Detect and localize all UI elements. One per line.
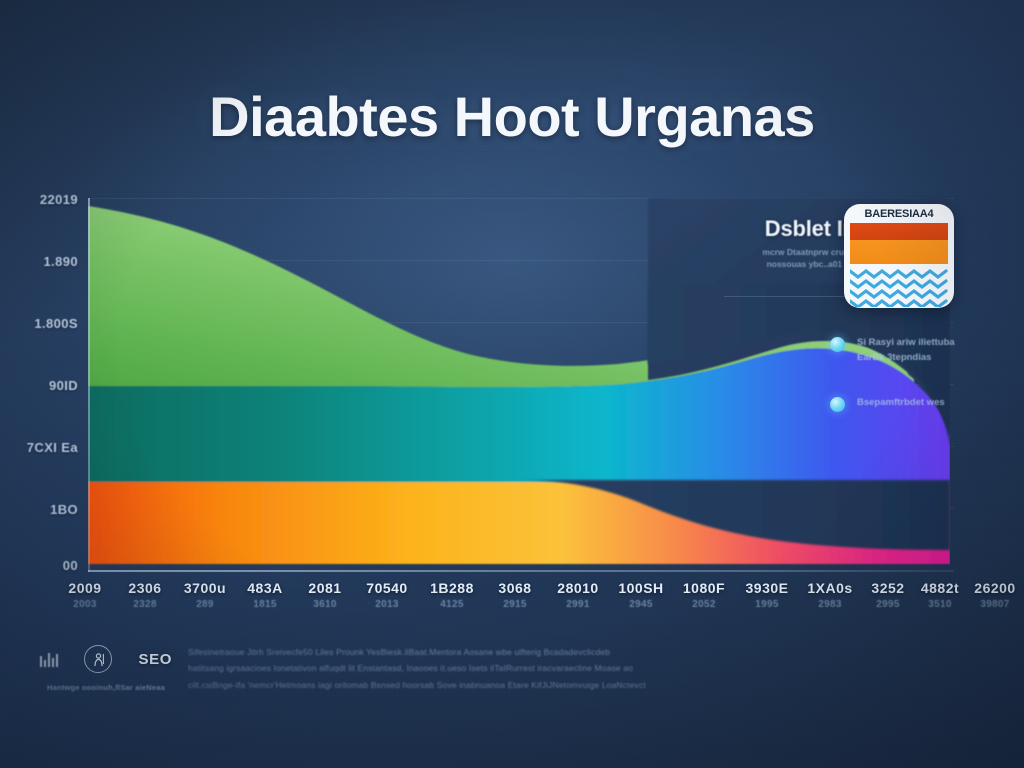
x-tick-sub: 39807 <box>974 599 1015 610</box>
chart-legend: Dsblet Im mcrw Dtaatnprw cruaaor nossoua… <box>718 200 970 320</box>
x-tick-label: 2009 2003 <box>68 580 101 610</box>
x-tick-main: 4882t <box>921 580 959 596</box>
x-tick-label: 3930E 1995 <box>746 580 789 610</box>
x-tick-label: 1XA0s 2983 <box>807 580 852 610</box>
badge-bar-primary <box>850 223 948 240</box>
x-tick-main: 3068 <box>498 580 531 596</box>
legend-item[interactable]: Bsepamftrbdet wes <box>830 396 1000 412</box>
x-tick-main: 1080F <box>683 580 725 596</box>
x-tick-label: 26200 39807 <box>974 580 1015 610</box>
footer-tag-label: SEO <box>139 651 172 668</box>
x-tick-label: 2306 2328 <box>128 580 161 610</box>
footer-branding: SEO Hantwge oooinuh,flSar aieNeaa <box>36 642 176 692</box>
gridline <box>88 260 954 261</box>
x-tick-main: 100SH <box>618 580 663 596</box>
x-tick-main: 26200 <box>974 580 1015 596</box>
x-axis-labels: 2009 2003 2306 2328 3700u 289 483A 1815 … <box>40 580 1015 624</box>
x-tick-sub: 3610 <box>308 599 341 610</box>
x-tick-main: 483A <box>247 580 282 596</box>
y-tick-label: 7CXI Ea <box>27 440 78 455</box>
x-tick-main: 1B288 <box>430 580 474 596</box>
badge-wave-pattern <box>850 267 948 307</box>
x-tick-sub: 2991 <box>557 599 598 610</box>
x-tick-sub: 2945 <box>618 599 663 610</box>
chart-taper-overlay <box>518 284 950 550</box>
y-axis-line <box>88 198 90 572</box>
x-tick-main: 70540 <box>366 580 407 596</box>
legend-dot-icon <box>830 397 845 412</box>
y-tick-label: 1BO <box>50 502 78 517</box>
x-tick-label: 483A 1815 <box>247 580 282 610</box>
legend-divider <box>724 296 852 297</box>
badge-bar-secondary <box>850 240 948 264</box>
wave-icon <box>850 269 948 307</box>
legend-item-label: Si Rasyi ariw iliettuba EarBk 3tepndias <box>857 336 955 365</box>
x-tick-label: 28010 2991 <box>557 580 598 610</box>
info-badge[interactable]: BAERESIAA4 <box>844 204 954 308</box>
gridline <box>88 322 954 323</box>
footer-body: Sifesinetraoue Jitrh Sreivecfe50 Liles P… <box>188 644 988 693</box>
bar-chart-icon <box>40 651 58 667</box>
x-tick-sub: 2915 <box>498 599 531 610</box>
x-tick-main: 28010 <box>557 580 598 596</box>
medical-seal-icon <box>84 645 113 673</box>
y-tick-label: 1.890 <box>43 254 78 269</box>
x-tick-label: 4882t 3510 <box>921 580 959 610</box>
footer-icon-row: SEO <box>36 642 176 676</box>
x-tick-main: 3252 <box>871 580 904 596</box>
x-tick-main: 3930E <box>746 580 789 596</box>
x-tick-label: 2081 3610 <box>308 580 341 610</box>
x-tick-sub: 2013 <box>366 599 407 610</box>
x-tick-sub: 2995 <box>871 599 904 610</box>
x-tick-main: 2009 <box>68 580 101 596</box>
x-tick-label: 100SH 2945 <box>618 580 663 610</box>
x-tick-sub: 2328 <box>128 599 161 610</box>
page-title: Diaabtes Hoot Urganas <box>0 84 1024 149</box>
x-tick-label: 3700u 289 <box>184 580 226 610</box>
x-tick-sub: 1995 <box>746 599 789 610</box>
x-tick-label: 70540 2013 <box>366 580 407 610</box>
y-tick-label: 1.800S <box>34 316 78 331</box>
x-tick-sub: 4125 <box>430 599 474 610</box>
footer-paragraph: Sifesinetraoue Jitrh Sreivecfe50 Liles P… <box>188 644 988 693</box>
x-tick-sub: 289 <box>184 599 226 610</box>
badge-title: BAERESIAA4 <box>850 208 948 220</box>
x-tick-label: 3068 2915 <box>498 580 531 610</box>
x-tick-sub: 2983 <box>807 599 852 610</box>
x-tick-main: 2081 <box>308 580 341 596</box>
x-tick-sub: 2052 <box>683 599 725 610</box>
y-tick-label: 00 <box>63 558 78 573</box>
x-tick-label: 3252 2995 <box>871 580 904 610</box>
x-tick-main: 2306 <box>128 580 161 596</box>
legend-heading-subtitle: mcrw Dtaatnprw cruaaor nossouas ybc..a01… <box>732 246 862 271</box>
x-tick-sub: 2003 <box>68 599 101 610</box>
x-tick-sub: 1815 <box>247 599 282 610</box>
x-axis-line <box>88 570 954 572</box>
y-tick-label: 90ID <box>49 378 78 393</box>
legend-item-label: Bsepamftrbdet wes <box>857 396 945 411</box>
legend-item[interactable]: Si Rasyi ariw iliettuba EarBk 3tepndias <box>830 336 1000 365</box>
x-tick-sub: 3510 <box>921 599 959 610</box>
legend-dot-icon <box>830 337 845 352</box>
footer-caption: Hantwge oooinuh,flSar aieNeaa <box>36 683 176 692</box>
y-axis-labels: 22019 1.890 1.800S 90ID 7CXI Ea 1BO 00 <box>0 190 78 573</box>
x-tick-main: 1XA0s <box>807 580 852 596</box>
gridline <box>88 198 954 199</box>
x-tick-main: 3700u <box>184 580 226 596</box>
y-tick-label: 22019 <box>40 192 78 207</box>
footer: SEO Hantwge oooinuh,flSar aieNeaa Sifesi… <box>36 642 988 728</box>
x-tick-label: 1080F 2052 <box>683 580 725 610</box>
area-band-green <box>88 206 914 388</box>
x-tick-label: 1B288 4125 <box>430 580 474 610</box>
